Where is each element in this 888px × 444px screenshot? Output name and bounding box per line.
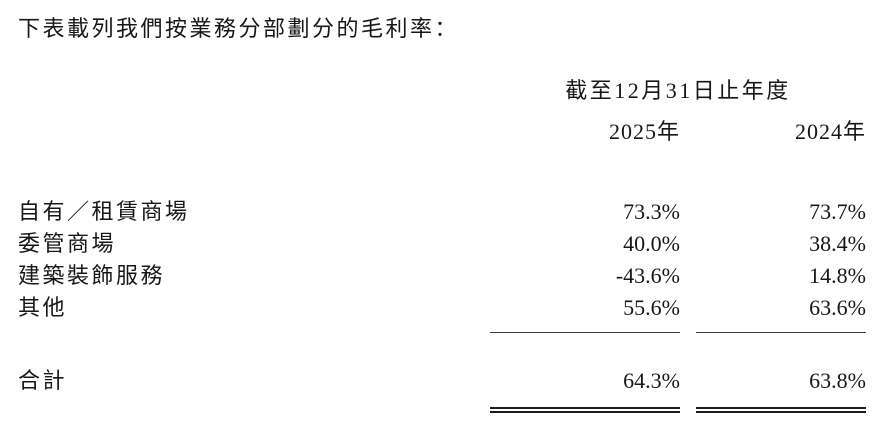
total-double-rule-row [18, 397, 866, 413]
row-value-2025: 73.3% [623, 199, 680, 224]
row-gap [680, 196, 696, 228]
total-gap [18, 333, 866, 365]
header-period-label: 截至12月31日止年度 [565, 78, 791, 103]
table-header: 截至12月31日止年度 2025年 2024年 [18, 70, 866, 196]
header-year-gap [680, 112, 696, 152]
gross-margin-table: 截至12月31日止年度 2025年 2024年 自有／租賃商場 73.3% 73… [18, 70, 866, 413]
subtotal-rule-row [18, 324, 866, 333]
subtotal-rule-2024 [696, 332, 866, 333]
row-value-2024: 73.7% [809, 199, 866, 224]
row-gap [680, 228, 696, 260]
total-double-rule-gap [680, 397, 696, 413]
subtotal-rule-2024-cell [696, 324, 866, 333]
row-gap [680, 292, 696, 324]
header-period-row: 截至12月31日止年度 [18, 70, 866, 112]
total-gap-cell [680, 365, 696, 397]
row-label: 其他 [18, 295, 68, 320]
total-double-rule-spacer [18, 397, 490, 413]
table-body: 自有／租賃商場 73.3% 73.7% 委管商場 40.0% 38.4% 建築裝… [18, 196, 866, 413]
intro-sentence: 下表載列我們按業務分部劃分的毛利率： [18, 16, 460, 41]
total-row: 合計 64.3% 63.8% [18, 365, 866, 397]
row-label: 委管商場 [18, 231, 117, 256]
row-label: 自有／租賃商場 [18, 199, 190, 224]
total-value-2025: 64.3% [623, 368, 680, 393]
total-double-rule-2024 [696, 407, 866, 413]
table-row: 自有／租賃商場 73.3% 73.7% [18, 196, 866, 228]
row-gap [680, 260, 696, 292]
header-year-2025: 2025年 [608, 119, 680, 144]
total-double-rule-2025-cell [490, 397, 680, 413]
table-row: 委管商場 40.0% 38.4% [18, 228, 866, 260]
subtotal-rule-2025 [490, 332, 680, 333]
row-label: 建築裝飾服務 [18, 263, 166, 288]
subtotal-rule-gap [680, 324, 696, 333]
row-value-2025: 55.6% [623, 295, 680, 320]
table-row: 建築裝飾服務 -43.6% 14.8% [18, 260, 866, 292]
header-bottom-spacer-row [18, 152, 866, 196]
total-gap-row [18, 333, 866, 365]
row-value-2025: 40.0% [623, 231, 680, 256]
table-row: 其他 55.6% 63.6% [18, 292, 866, 324]
header-year-2024: 2024年 [794, 119, 866, 144]
header-bottom-spacer [18, 152, 866, 196]
header-year-row: 2025年 2024年 [18, 112, 866, 152]
subtotal-rule-spacer [18, 324, 490, 333]
total-label: 合計 [18, 368, 68, 393]
row-value-2025: -43.6% [615, 263, 680, 288]
header-year-spacer [18, 112, 490, 152]
row-value-2024: 14.8% [809, 263, 866, 288]
row-value-2024: 38.4% [809, 231, 866, 256]
subtotal-rule-2025-cell [490, 324, 680, 333]
total-double-rule-2024-cell [696, 397, 866, 413]
total-double-rule-2025 [490, 407, 680, 413]
row-value-2024: 63.6% [809, 295, 866, 320]
total-value-2024: 63.8% [809, 368, 866, 393]
header-period-spacer [18, 70, 490, 112]
